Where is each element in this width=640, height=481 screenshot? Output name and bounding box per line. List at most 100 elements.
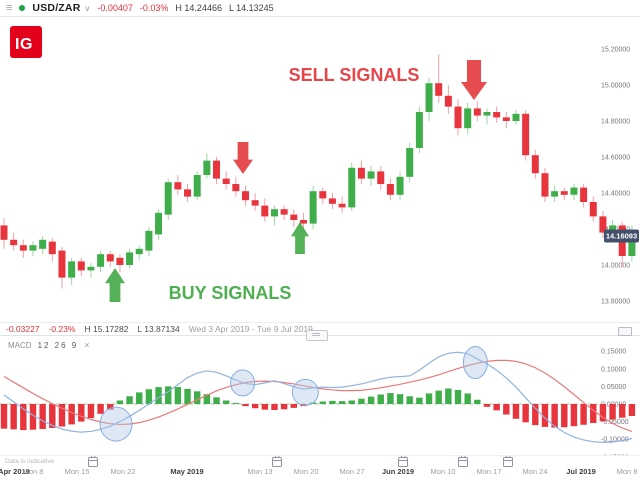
session-low: L 14.13245 <box>228 3 274 13</box>
macd-histogram-bar <box>126 396 133 404</box>
candle-body <box>222 178 230 184</box>
candle-body <box>425 83 433 112</box>
candle-body <box>290 214 298 220</box>
macd-histogram-bar <box>474 399 481 404</box>
date-label: Mon 20 <box>293 467 319 476</box>
macd-histogram-bar <box>251 404 259 409</box>
candle-body <box>174 182 182 190</box>
candle-body <box>213 160 221 179</box>
calendar-event-icon[interactable] <box>503 456 513 467</box>
buy-signal-arrow <box>105 268 125 302</box>
macd-histogram-bar <box>184 388 191 404</box>
month-label: Apr 2019 <box>0 467 30 476</box>
macd-histogram-bar <box>541 404 549 427</box>
candle-body <box>319 191 327 199</box>
candle-body <box>599 216 607 233</box>
candle-body <box>541 173 549 197</box>
macd-histogram-bar <box>261 404 269 410</box>
macd-histogram-bar <box>155 387 162 404</box>
candle-body <box>570 187 578 195</box>
calendar-event-icon[interactable] <box>398 456 408 467</box>
candle-body <box>106 254 114 262</box>
macd-histogram-bar <box>387 393 394 404</box>
macd-histogram-bar <box>20 404 27 431</box>
instrument-name[interactable]: USD/ZAR <box>32 2 81 14</box>
candle-body <box>135 248 143 255</box>
macd-header: MACD 12 26 9 × <box>8 340 90 350</box>
period-low: L 13.87134 <box>137 324 180 334</box>
price-axis-label: 14.80000 <box>601 119 630 126</box>
macd-histogram-bar <box>329 400 336 404</box>
candle-body <box>502 117 510 121</box>
candle-body <box>464 108 472 129</box>
calendar-event-icon[interactable] <box>88 456 98 467</box>
menu-icon[interactable]: ≡ <box>6 1 13 14</box>
crossover-highlight-ellipse <box>230 369 256 397</box>
macd-histogram-bar <box>590 404 597 424</box>
price-axis-label: 14.60000 <box>601 155 630 162</box>
candle-body <box>444 95 452 107</box>
calendar-event-icon[interactable] <box>272 456 282 467</box>
macd-histogram-bar <box>68 404 75 425</box>
collapse-panel-icon[interactable] <box>618 327 632 336</box>
candle-body <box>0 225 8 240</box>
candle-body <box>193 175 201 197</box>
macd-params[interactable]: 12 26 9 <box>37 340 79 350</box>
macd-histogram-bar <box>232 402 240 404</box>
macd-histogram-bar <box>358 398 365 404</box>
macd-histogram-bar <box>0 404 8 429</box>
candle-body <box>232 184 240 192</box>
candle-body <box>531 155 539 174</box>
macd-histogram-bar <box>522 404 529 423</box>
candle-body <box>309 191 317 224</box>
candle-body <box>299 220 307 224</box>
macd-histogram-bar <box>58 404 66 427</box>
candle-body <box>48 241 56 255</box>
crossover-highlight-ellipse <box>291 378 319 406</box>
macd-histogram-bar <box>49 404 56 428</box>
macd-histogram-bar <box>377 394 384 404</box>
candle-body <box>242 191 249 201</box>
macd-histogram-bar <box>107 404 114 410</box>
candle-body <box>512 113 520 121</box>
macd-histogram-bar <box>512 404 520 419</box>
date-label: Mon 22 <box>110 467 136 476</box>
macd-histogram-bar <box>271 404 278 410</box>
macd-histogram-bar <box>116 400 124 404</box>
candle-body <box>68 261 76 278</box>
candle-body <box>560 191 568 195</box>
macd-histogram-bar <box>319 401 326 404</box>
calendar-event-icon[interactable] <box>458 456 468 467</box>
candle-body <box>348 167 356 208</box>
macd-histogram-bar <box>203 394 211 404</box>
macd-histogram-bar <box>435 390 442 404</box>
candle-body <box>454 106 462 129</box>
macd-close-icon[interactable]: × <box>84 340 90 350</box>
macd-histogram-bar <box>39 404 46 429</box>
macd-histogram-bar <box>367 396 375 404</box>
candle-body <box>87 266 95 271</box>
candle-body <box>261 205 269 217</box>
macd-axis-label: 0.10000 <box>601 366 626 373</box>
macd-histogram-bar <box>580 404 587 425</box>
macd-histogram-bar <box>464 393 471 404</box>
price-axis-label: 15.20000 <box>601 47 630 54</box>
panel-resize-grip[interactable] <box>306 330 328 341</box>
candle-body <box>116 257 124 265</box>
macd-histogram-bar <box>561 404 568 428</box>
candle-body <box>435 83 443 96</box>
macd-histogram-bar <box>242 404 249 407</box>
sell-signals-label: SELL SIGNALS <box>289 65 420 85</box>
chevron-down-icon[interactable]: ∨ <box>84 3 91 13</box>
macd-histogram-bar <box>174 387 182 404</box>
candle-body <box>251 200 259 206</box>
macd-histogram-bar <box>222 400 230 404</box>
price-tag[interactable] <box>604 229 639 243</box>
date-label: Mon 17 <box>476 467 502 476</box>
date-label: Mon 8 <box>616 467 638 476</box>
candle-body <box>589 202 597 217</box>
date-label: Mon 8 <box>22 467 44 476</box>
period-change-absolute: -0.03227 <box>6 324 40 334</box>
candle-body <box>406 148 414 177</box>
candle-body <box>155 212 163 235</box>
